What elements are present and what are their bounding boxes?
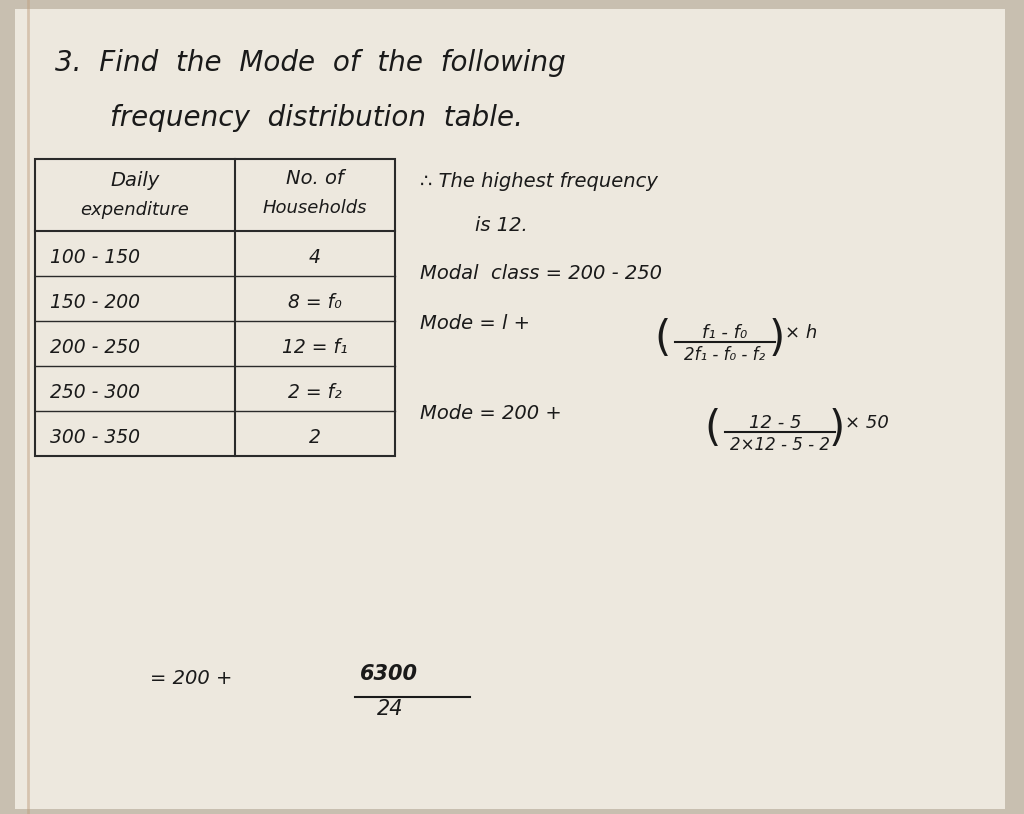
Text: 2×12 - 5 - 2: 2×12 - 5 - 2	[730, 436, 830, 454]
Text: (: (	[654, 318, 670, 360]
Text: Mode = l +: Mode = l +	[420, 314, 530, 333]
Text: ): )	[828, 408, 845, 450]
Text: 300 - 350: 300 - 350	[50, 428, 140, 447]
Text: 200 - 250: 200 - 250	[50, 338, 140, 357]
Text: 12 = f₁: 12 = f₁	[283, 338, 348, 357]
Text: × 50: × 50	[845, 414, 889, 432]
Text: 150 - 200: 150 - 200	[50, 293, 140, 312]
Text: 2 = f₂: 2 = f₂	[288, 383, 342, 402]
Text: frequency  distribution  table.: frequency distribution table.	[110, 104, 523, 132]
Text: 3.  Find  the  Mode  of  the  following: 3. Find the Mode of the following	[55, 49, 565, 77]
Text: Daily: Daily	[111, 171, 160, 190]
Text: 6300: 6300	[360, 664, 418, 684]
Text: 100 - 150: 100 - 150	[50, 248, 140, 267]
Text: f₁ - f₀: f₁ - f₀	[702, 324, 748, 342]
FancyBboxPatch shape	[15, 9, 1005, 809]
Text: 24: 24	[377, 699, 403, 719]
Text: ∴ The highest frequency: ∴ The highest frequency	[420, 172, 657, 191]
Text: 2f₁ - f₀ - f₂: 2f₁ - f₀ - f₂	[684, 346, 766, 364]
Text: 12 - 5: 12 - 5	[749, 414, 801, 432]
Text: Mode = 200 +: Mode = 200 +	[420, 404, 562, 423]
Text: Modal  class = 200 - 250: Modal class = 200 - 250	[420, 264, 662, 283]
Text: ): )	[769, 318, 785, 360]
Text: 250 - 300: 250 - 300	[50, 383, 140, 402]
Text: × h: × h	[785, 324, 817, 342]
Text: expenditure: expenditure	[81, 201, 189, 219]
Text: (: (	[703, 408, 720, 450]
Bar	[35, 159, 395, 456]
Text: No. of: No. of	[286, 169, 344, 188]
Text: 4: 4	[309, 248, 321, 267]
Text: Households: Households	[263, 199, 368, 217]
Text: 2: 2	[309, 428, 321, 447]
Text: 8 = f₀: 8 = f₀	[288, 293, 342, 312]
Text: = 200 +: = 200 +	[150, 669, 232, 688]
Text: is 12.: is 12.	[475, 216, 527, 235]
